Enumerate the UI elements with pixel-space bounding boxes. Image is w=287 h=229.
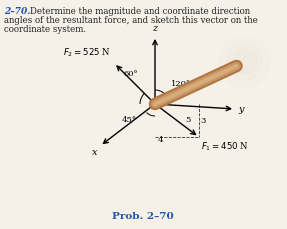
Text: z: z — [152, 24, 158, 33]
Text: 3: 3 — [200, 117, 205, 125]
Text: 4: 4 — [158, 136, 164, 144]
Circle shape — [226, 44, 263, 80]
Text: 2–70.: 2–70. — [4, 7, 30, 16]
Circle shape — [232, 50, 257, 74]
Text: angles of the resultant force, and sketch this vector on the: angles of the resultant force, and sketc… — [4, 16, 258, 25]
Text: $F_1 = 450$ N: $F_1 = 450$ N — [201, 140, 249, 153]
Text: 60°: 60° — [123, 70, 138, 78]
Text: 45°: 45° — [122, 116, 137, 124]
Text: Determine the magnitude and coordinate direction: Determine the magnitude and coordinate d… — [30, 7, 250, 16]
Text: x: x — [92, 148, 97, 157]
Text: 5: 5 — [185, 116, 191, 124]
Circle shape — [220, 37, 269, 87]
Text: coordinate system.: coordinate system. — [4, 25, 86, 34]
Text: $F_2 = 525$ N: $F_2 = 525$ N — [63, 46, 111, 59]
Text: 120°: 120° — [171, 80, 191, 88]
Text: y: y — [238, 104, 243, 114]
Text: Prob. 2–70: Prob. 2–70 — [112, 212, 174, 221]
